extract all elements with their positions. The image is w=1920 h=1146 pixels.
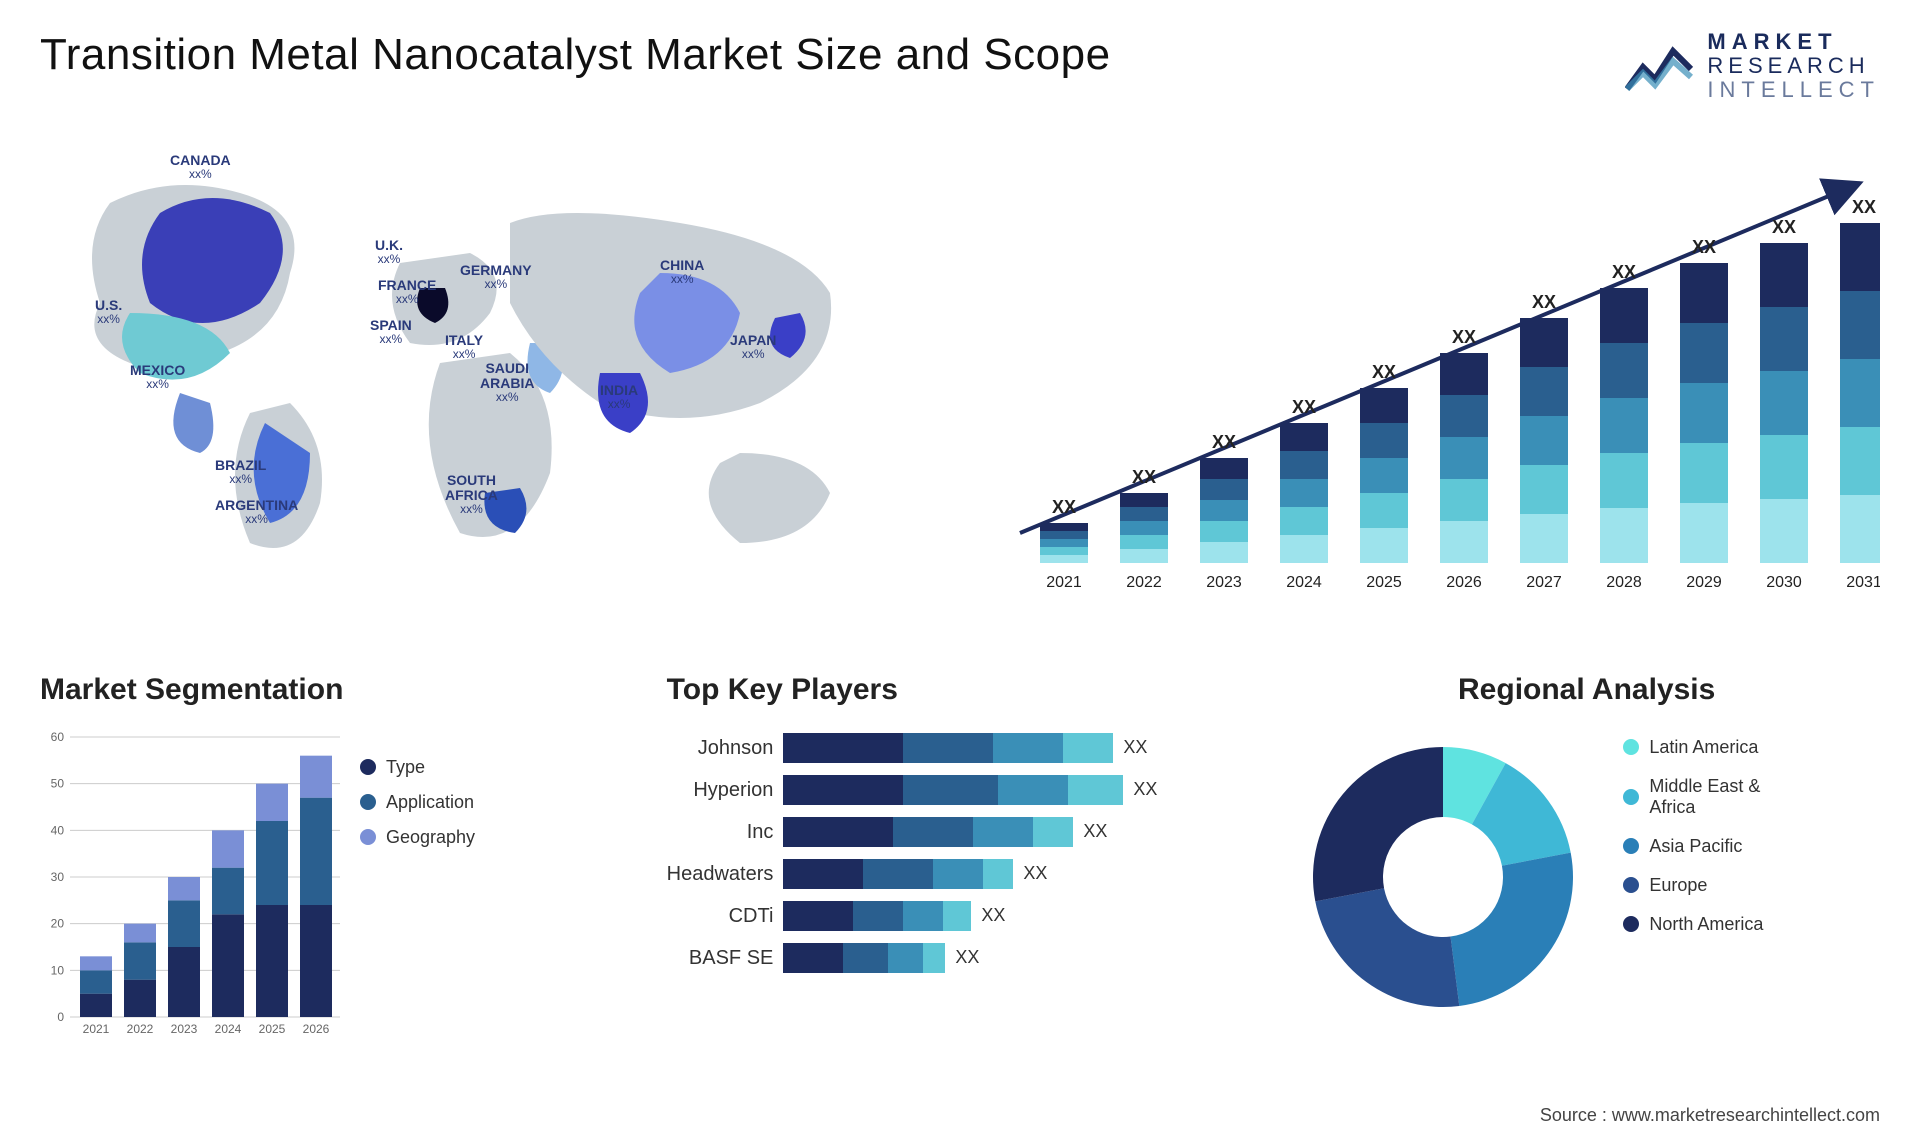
svg-text:XX: XX: [1052, 497, 1076, 517]
source-text: Source : www.marketresearchintellect.com: [1540, 1105, 1880, 1126]
svg-text:0: 0: [57, 1010, 64, 1024]
svg-text:2028: 2028: [1606, 574, 1642, 591]
logo-icon: [1625, 39, 1695, 93]
svg-text:XX: XX: [1612, 262, 1636, 282]
svg-text:2023: 2023: [171, 1022, 198, 1036]
region-legend-asia-pacific: Asia Pacific: [1623, 836, 1763, 857]
map-label-south-africa: SOUTHAFRICAxx%: [445, 473, 498, 517]
map-label-u-s-: U.S.xx%: [95, 298, 122, 327]
svg-text:2023: 2023: [1206, 574, 1242, 591]
svg-text:XX: XX: [1372, 362, 1396, 382]
svg-text:XX: XX: [1852, 197, 1876, 217]
key-players-labels: Johnson Hyperion Inc Headwaters CDTi BASF SE: [667, 727, 774, 973]
key-players-title: Top Key Players: [667, 673, 1254, 707]
kp-bar-inc: XX: [783, 817, 1253, 847]
svg-text:2025: 2025: [1366, 574, 1402, 591]
regional-title: Regional Analysis: [1293, 673, 1880, 707]
svg-text:XX: XX: [1292, 397, 1316, 417]
regional-legend: Latin America Middle East & Africa Asia Pa…: [1623, 727, 1763, 935]
map-label-saudi-arabia: SAUDIARABIAxx%: [480, 361, 534, 405]
kp-bar-cdti: XX: [783, 901, 1253, 931]
kp-label-basf-se: BASF SE: [667, 943, 774, 973]
region-legend-latin-america: Latin America: [1623, 737, 1763, 758]
svg-text:2026: 2026: [303, 1022, 330, 1036]
kp-bar-johnson: XX: [783, 733, 1253, 763]
kp-label-headwaters: Headwaters: [667, 859, 774, 889]
map-label-canada: CANADAxx%: [170, 153, 231, 182]
svg-text:2030: 2030: [1766, 574, 1802, 591]
svg-text:XX: XX: [1132, 467, 1156, 487]
segmentation-panel: Market Segmentation 0 10 20 30 40 50 60 2021 202…: [40, 673, 627, 1093]
svg-text:XX: XX: [1212, 432, 1236, 452]
segmentation-legend: Type Application Geography: [360, 727, 627, 1093]
svg-text:40: 40: [51, 823, 65, 837]
svg-text:XX: XX: [1772, 217, 1796, 237]
svg-text:2025: 2025: [259, 1022, 286, 1036]
seg-legend-application: Application: [360, 792, 627, 813]
map-label-china: CHINAxx%: [660, 258, 704, 287]
kp-label-inc: Inc: [667, 817, 774, 847]
brand-logo: MARKET RESEARCH INTELLECT: [1625, 30, 1880, 103]
svg-text:2021: 2021: [83, 1022, 110, 1036]
svg-text:50: 50: [51, 776, 65, 790]
kp-bar-hyperion: XX: [783, 775, 1253, 805]
svg-text:2021: 2021: [1046, 574, 1082, 591]
map-label-argentina: ARGENTINAxx%: [215, 498, 298, 527]
page-title: Transition Metal Nanocatalyst Market Siz…: [40, 30, 1111, 80]
svg-text:2024: 2024: [1286, 574, 1322, 591]
growth-chart-panel: XX 2021 XX 2022 XX 2023 XX 2024 XX 2025 XX 2026 XX 20…: [980, 143, 1880, 613]
kp-label-cdti: CDTi: [667, 901, 774, 931]
top-row: CANADAxx% U.S.xx% MEXICOxx% BRAZILxx% ARGENT…: [40, 143, 1880, 613]
svg-text:20: 20: [51, 916, 65, 930]
svg-text:60: 60: [51, 730, 65, 744]
regional-donut: [1293, 727, 1593, 1027]
region-legend-middle-east-africa: Middle East & Africa: [1623, 776, 1763, 818]
growth-chart: XX 2021 XX 2022 XX 2023 XX 2024 XX 2025 XX 2026 XX 20…: [980, 143, 1880, 603]
logo-line2: RESEARCH: [1707, 54, 1880, 78]
svg-text:2031: 2031: [1846, 574, 1880, 591]
map-label-mexico: MEXICOxx%: [130, 363, 185, 392]
key-players-panel: Top Key Players Johnson Hyperion Inc Headwa…: [667, 673, 1254, 1093]
bottom-row: Market Segmentation 0 10 20 30 40 50 60 2021 202…: [40, 673, 1880, 1093]
logo-line1: MARKET: [1707, 30, 1880, 54]
kp-bar-basf-se: XX: [783, 943, 1253, 973]
kp-label-hyperion: Hyperion: [667, 775, 774, 805]
segmentation-title: Market Segmentation: [40, 673, 627, 707]
region-legend-north-america: North America: [1623, 914, 1763, 935]
segmentation-chart: 0 10 20 30 40 50 60 2021 2022 2023 2024 2025 2026: [40, 727, 340, 1047]
svg-text:2026: 2026: [1446, 574, 1482, 591]
svg-text:30: 30: [51, 870, 65, 884]
svg-text:2024: 2024: [215, 1022, 242, 1036]
svg-text:2029: 2029: [1686, 574, 1722, 591]
map-label-germany: GERMANYxx%: [460, 263, 532, 292]
seg-legend-geography: Geography: [360, 827, 627, 848]
map-label-italy: ITALYxx%: [445, 333, 483, 362]
key-players-bars: XX XX XX XX XX XX: [783, 727, 1253, 973]
map-label-brazil: BRAZILxx%: [215, 458, 266, 487]
header: Transition Metal Nanocatalyst Market Siz…: [40, 30, 1880, 103]
map-label-india: INDIAxx%: [600, 383, 638, 412]
svg-text:10: 10: [51, 963, 65, 977]
seg-legend-type: Type: [360, 757, 627, 778]
world-map-panel: CANADAxx% U.S.xx% MEXICOxx% BRAZILxx% ARGENT…: [40, 143, 940, 613]
svg-text:XX: XX: [1692, 237, 1716, 257]
map-label-spain: SPAINxx%: [370, 318, 412, 347]
map-label-japan: JAPANxx%: [730, 333, 776, 362]
svg-text:XX: XX: [1532, 292, 1556, 312]
kp-bar-headwaters: XX: [783, 859, 1253, 889]
map-label-france: FRANCExx%: [378, 278, 436, 307]
svg-text:2022: 2022: [127, 1022, 154, 1036]
region-legend-europe: Europe: [1623, 875, 1763, 896]
svg-text:2022: 2022: [1126, 574, 1162, 591]
regional-panel: Regional Analysis Latin America Middle Ea…: [1293, 673, 1880, 1093]
map-label-u-k-: U.K.xx%: [375, 238, 403, 267]
kp-label-johnson: Johnson: [667, 733, 774, 763]
logo-line3: INTELLECT: [1707, 78, 1880, 102]
svg-text:XX: XX: [1452, 327, 1476, 347]
svg-text:2027: 2027: [1526, 574, 1562, 591]
